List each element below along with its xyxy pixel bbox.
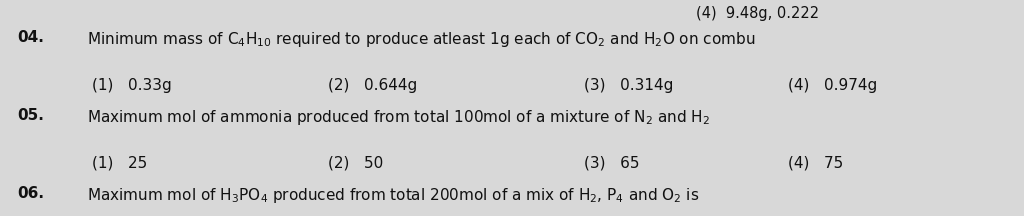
- Text: (4)  9.48g, 0.222: (4) 9.48g, 0.222: [696, 6, 819, 21]
- Text: 05.: 05.: [17, 108, 44, 123]
- Text: (2)   50: (2) 50: [328, 156, 383, 170]
- Text: 04.: 04.: [17, 30, 44, 45]
- Text: (3)   65: (3) 65: [584, 156, 639, 170]
- Text: (1)   0.33g: (1) 0.33g: [92, 78, 172, 93]
- Text: (4)   0.974g: (4) 0.974g: [788, 78, 878, 93]
- Text: Minimum mass of $\mathrm{C_4H_{10}}$ required to produce atleast 1g each of $\ma: Minimum mass of $\mathrm{C_4H_{10}}$ req…: [87, 30, 756, 49]
- Text: (1)   25: (1) 25: [92, 156, 147, 170]
- Text: (2)   0.644g: (2) 0.644g: [328, 78, 417, 93]
- Text: (3)   0.314g: (3) 0.314g: [584, 78, 673, 93]
- Text: Maximum mol of $\mathrm{H_3PO_4}$ produced from total 200mol of a mix of $\mathr: Maximum mol of $\mathrm{H_3PO_4}$ produc…: [87, 186, 699, 205]
- Text: (4)   75: (4) 75: [788, 156, 844, 170]
- Text: 06.: 06.: [17, 186, 44, 201]
- Text: Maximum mol of ammonia produced from total 100mol of a mixture of $\mathrm{N_2}$: Maximum mol of ammonia produced from tot…: [87, 108, 710, 127]
